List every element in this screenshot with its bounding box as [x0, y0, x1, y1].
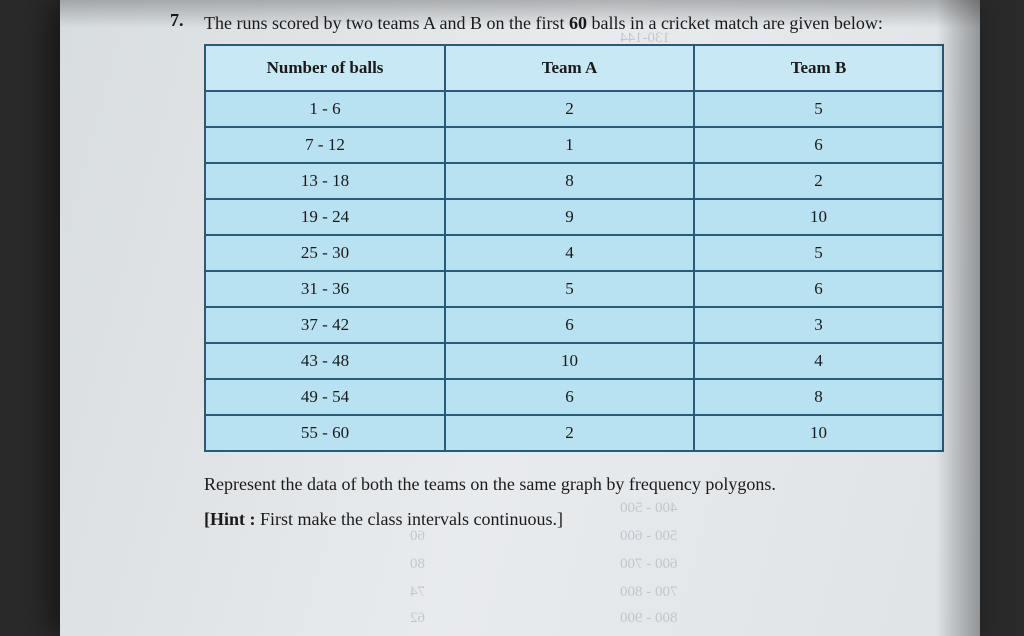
col-header-balls: Number of balls	[205, 45, 445, 91]
cell-team-b: 5	[694, 91, 943, 127]
cell-team-b: 10	[694, 199, 943, 235]
table-body: 1 - 6257 - 121613 - 188219 - 2491025 - 3…	[205, 91, 943, 451]
cell-team-b: 2	[694, 163, 943, 199]
cell-range: 55 - 60	[205, 415, 445, 451]
cell-range: 37 - 42	[205, 307, 445, 343]
table-row: 7 - 1216	[205, 127, 943, 163]
table-row: 37 - 4263	[205, 307, 943, 343]
cell-team-a: 10	[445, 343, 694, 379]
cell-team-a: 6	[445, 379, 694, 415]
cell-team-b: 8	[694, 379, 943, 415]
textbook-page: 7. The runs scored by two teams A and B …	[60, 0, 980, 636]
data-table: Number of balls Team A Team B 1 - 6257 -…	[204, 44, 944, 452]
cell-range: 13 - 18	[205, 163, 445, 199]
cell-range: 19 - 24	[205, 199, 445, 235]
cell-team-a: 9	[445, 199, 694, 235]
cell-team-a: 5	[445, 271, 694, 307]
cell-range: 25 - 30	[205, 235, 445, 271]
cell-team-b: 5	[694, 235, 943, 271]
cell-team-a: 8	[445, 163, 694, 199]
table-header-row: Number of balls Team A Team B	[205, 45, 943, 91]
data-table-wrap: Number of balls Team A Team B 1 - 6257 -…	[204, 44, 940, 452]
cell-team-b: 6	[694, 271, 943, 307]
cell-team-a: 6	[445, 307, 694, 343]
col-header-team-b: Team B	[694, 45, 943, 91]
hint-text: First make the class intervals continuou…	[256, 509, 563, 529]
cell-range: 1 - 6	[205, 91, 445, 127]
cell-team-a: 4	[445, 235, 694, 271]
cell-range: 43 - 48	[205, 343, 445, 379]
bleed-through-text: 80	[410, 556, 425, 573]
cell-team-b: 4	[694, 343, 943, 379]
table-row: 1 - 625	[205, 91, 943, 127]
table-row: 13 - 1882	[205, 163, 943, 199]
bleed-through-text: 62	[410, 610, 425, 627]
cell-range: 31 - 36	[205, 271, 445, 307]
cell-team-a: 2	[445, 415, 694, 451]
table-row: 31 - 3656	[205, 271, 943, 307]
table-row: 19 - 24910	[205, 199, 943, 235]
table-row: 49 - 5468	[205, 379, 943, 415]
table-row: 55 - 60210	[205, 415, 943, 451]
bleed-through-text: 74	[410, 584, 425, 601]
footer-block: Represent the data of both the teams on …	[204, 470, 940, 534]
hint-line: [Hint : First make the class intervals c…	[204, 505, 940, 534]
col-header-team-a: Team A	[445, 45, 694, 91]
cell-team-a: 2	[445, 91, 694, 127]
page-curl-shadow	[936, 0, 980, 636]
bleed-through-text: 800 - 900	[620, 610, 678, 627]
hint-label: [Hint :	[204, 509, 256, 529]
cell-range: 49 - 54	[205, 379, 445, 415]
cell-team-b: 10	[694, 415, 943, 451]
table-row: 43 - 48104	[205, 343, 943, 379]
cell-team-b: 6	[694, 127, 943, 163]
instruction-line: Represent the data of both the teams on …	[204, 470, 940, 499]
bleed-through-text: 700 - 800	[620, 584, 678, 601]
cell-range: 7 - 12	[205, 127, 445, 163]
bleed-through-text: 600 - 700	[620, 556, 678, 573]
cell-team-b: 3	[694, 307, 943, 343]
top-shadow	[60, 0, 980, 28]
cell-team-a: 1	[445, 127, 694, 163]
table-row: 25 - 3045	[205, 235, 943, 271]
